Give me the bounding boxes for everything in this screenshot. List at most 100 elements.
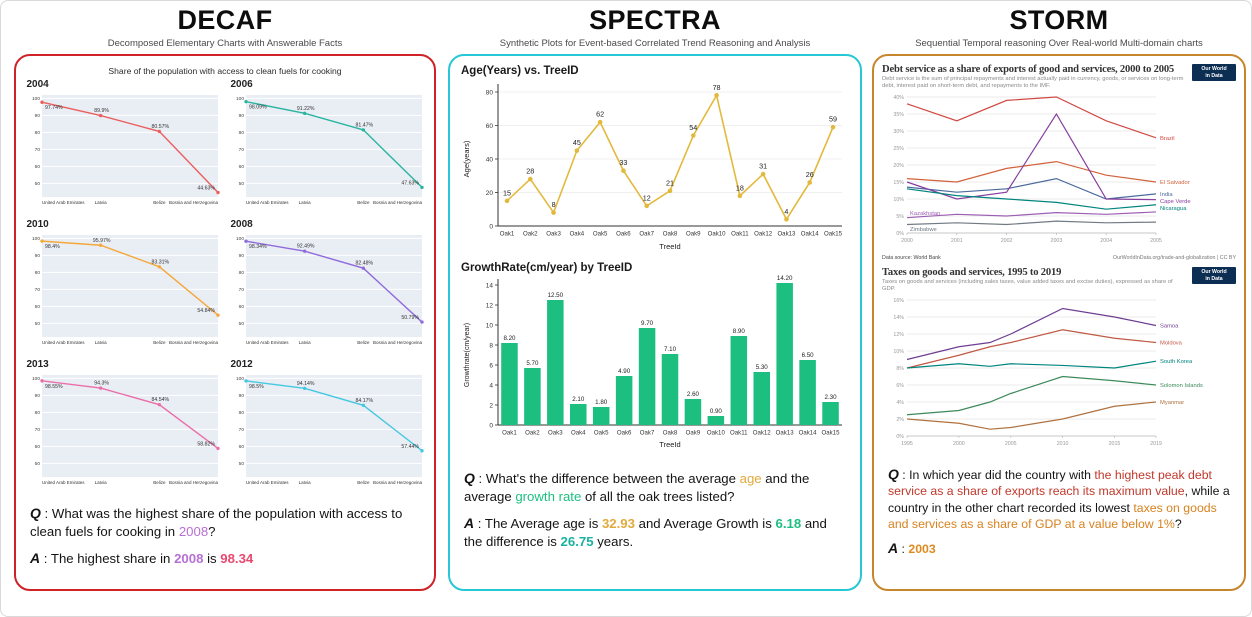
svg-text:8: 8 <box>489 342 493 349</box>
svg-text:Bosnia and Herzegovina: Bosnia and Herzegovina <box>168 480 218 485</box>
svg-text:12: 12 <box>643 193 651 202</box>
svg-text:82.48%: 82.48% <box>355 260 373 266</box>
svg-text:Oak3: Oak3 <box>546 230 561 237</box>
spectra-age-chart-title: Age(Years) vs. TreeID <box>461 64 579 77</box>
svg-text:100: 100 <box>31 236 39 242</box>
svg-text:59: 59 <box>829 114 837 123</box>
svg-text:0: 0 <box>489 422 493 429</box>
svg-text:26: 26 <box>806 170 814 179</box>
svg-text:Bosnia and Herzegovina: Bosnia and Herzegovina <box>168 340 218 345</box>
owid-logo-line2: in Data <box>1205 275 1223 282</box>
svg-text:50: 50 <box>34 181 40 187</box>
svg-text:80: 80 <box>238 270 244 276</box>
svg-text:Brazil: Brazil <box>1160 136 1175 142</box>
svg-text:98.09%: 98.09% <box>249 104 267 110</box>
decaf-chart-grid: 2004 50 60 70 80 90 100 97.74% 89.9% 80.57% 44.63%… <box>24 79 426 495</box>
svg-text:Belize: Belize <box>357 480 370 485</box>
owid-logo-line2: in Data <box>1205 72 1223 79</box>
svg-text:1995: 1995 <box>901 441 913 447</box>
svg-text:5%: 5% <box>896 214 904 220</box>
svg-text:40: 40 <box>486 156 494 163</box>
svg-text:10%: 10% <box>893 197 904 203</box>
owid-logo-line1: Our World <box>1201 65 1227 72</box>
svg-text:60: 60 <box>238 304 244 310</box>
svg-text:Oak15: Oak15 <box>824 230 843 237</box>
owid-logo-line1: Our World <box>1201 268 1227 275</box>
storm-question-text: In which year did the country with the h… <box>888 467 1230 531</box>
svg-text:81.47%: 81.47% <box>355 122 373 128</box>
decaf-subtitle: Decomposed Elementary Charts with Answer… <box>107 37 343 49</box>
svg-text:Samoa: Samoa <box>1160 323 1179 329</box>
svg-text:7.10: 7.10 <box>664 346 677 353</box>
svg-text:100: 100 <box>235 376 243 382</box>
svg-text:78: 78 <box>713 83 721 92</box>
svg-text:Growthrate(cm/year): Growthrate(cm/year) <box>464 323 471 387</box>
svg-text:Nicaragua: Nicaragua <box>1160 206 1187 212</box>
svg-text:47.63%: 47.63% <box>401 180 419 186</box>
svg-text:2004: 2004 <box>1100 238 1112 244</box>
svg-text:Latvia: Latvia <box>298 480 311 485</box>
svg-text:15%: 15% <box>893 180 904 186</box>
decaf-mini-plot-2012: 50 60 70 80 90 100 98.5% 94.14% 84.17% 57.44% Unit… <box>235 374 424 485</box>
svg-text:62: 62 <box>596 109 604 118</box>
svg-text:Oak11: Oak11 <box>731 230 749 237</box>
svg-text:0.90: 0.90 <box>710 408 723 415</box>
spectra-title: SPECTRA <box>589 5 721 35</box>
svg-text:Oak12: Oak12 <box>753 429 772 436</box>
decaf-chart-title: Share of the population with access to c… <box>108 65 342 76</box>
decaf-question-text: What was the highest share of the popula… <box>30 505 403 539</box>
spectra-subtitle: Synthetic Plots for Event-based Correlat… <box>499 37 811 49</box>
answer-label: A <box>30 550 41 567</box>
svg-text:Oak6: Oak6 <box>616 230 631 237</box>
svg-text:80.57%: 80.57% <box>151 124 169 130</box>
svg-text:Oak1: Oak1 <box>502 429 517 436</box>
svg-text:Oak13: Oak13 <box>777 230 796 237</box>
svg-text:70: 70 <box>238 427 244 433</box>
storm-panel: STORM Sequential Temporal reasoning Over… <box>872 5 1246 591</box>
svg-text:90: 90 <box>34 113 40 119</box>
storm-debt-chart-subtitle: Debt service is the sum of principal rep… <box>882 75 1184 90</box>
svg-text:2.30: 2.30 <box>825 394 838 401</box>
svg-text:United Arab Emirates: United Arab Emirates <box>42 480 85 485</box>
svg-text:97.74%: 97.74% <box>45 105 63 111</box>
svg-text:TreeId: TreeId <box>659 440 680 449</box>
svg-text:Zimbabwe: Zimbabwe <box>910 227 937 233</box>
svg-text:70: 70 <box>238 287 244 293</box>
spectra-growth-bar-svg: 0 2 4 6 8 10 12 14 8.20 Oak1 5.70 Oak2 12.50 Oak3 2.10… <box>464 275 842 449</box>
svg-text:0%: 0% <box>896 231 904 237</box>
decaf-year-label: 2008 <box>230 218 253 230</box>
decaf-mini-plot-2013: 50 60 70 80 90 100 98.55% 94.3% 84.54% 58.82% Unit… <box>31 374 220 485</box>
spectra-answer-text: The Average age is 32.93 and Average Gro… <box>464 516 827 550</box>
svg-text:8.90: 8.90 <box>733 328 746 335</box>
decaf-question: Q : What was the highest share of the po… <box>30 504 403 539</box>
svg-text:Moldova: Moldova <box>1160 340 1183 346</box>
svg-text:Oak2: Oak2 <box>525 429 540 436</box>
decaf-mini-plot-2006: 50 60 70 80 90 100 98.09% 91.22% 81.47% 47.63% Uni… <box>235 94 424 205</box>
svg-text:2000: 2000 <box>953 441 965 447</box>
svg-text:Latvia: Latvia <box>94 480 107 485</box>
storm-question: Q : In which year did the country with t… <box>888 465 1230 531</box>
spectra-answer: A : The Average age is 32.93 and Average… <box>464 515 827 550</box>
svg-text:Oak12: Oak12 <box>754 230 773 237</box>
svg-text:94.14%: 94.14% <box>296 381 314 387</box>
license-note: OurWorldInData.org/trade-and-globalizati… <box>1112 254 1236 261</box>
decaf-answer: A : The highest share in 2008 is 98.34 <box>30 550 254 567</box>
storm-title: STORM <box>1009 5 1109 35</box>
storm-taxes-chart-title: Taxes on goods and services, 1995 to 201… <box>882 266 1062 278</box>
svg-text:Oak7: Oak7 <box>639 230 654 237</box>
svg-text:Belize: Belize <box>153 340 166 345</box>
svg-text:12.50: 12.50 <box>548 292 564 299</box>
question-label: Q <box>888 465 899 482</box>
storm-taxes-chart: Taxes on goods and services, 1995 to 201… <box>882 266 1236 457</box>
decaf-mini-chart-2010: 2010 50 60 70 80 90 100 98.4% 95.97% 83.31% 54.84%… <box>25 219 222 355</box>
svg-text:90: 90 <box>238 253 244 259</box>
svg-text:80: 80 <box>238 410 244 416</box>
svg-text:14.20: 14.20 <box>777 275 793 282</box>
svg-text:Oak5: Oak5 <box>594 429 609 436</box>
svg-text:Oak14: Oak14 <box>801 230 820 237</box>
svg-text:54: 54 <box>689 123 697 132</box>
svg-text:100: 100 <box>31 96 39 102</box>
svg-text:60: 60 <box>486 122 494 129</box>
svg-text:2001: 2001 <box>951 238 963 244</box>
svg-text:Oak9: Oak9 <box>686 230 701 237</box>
